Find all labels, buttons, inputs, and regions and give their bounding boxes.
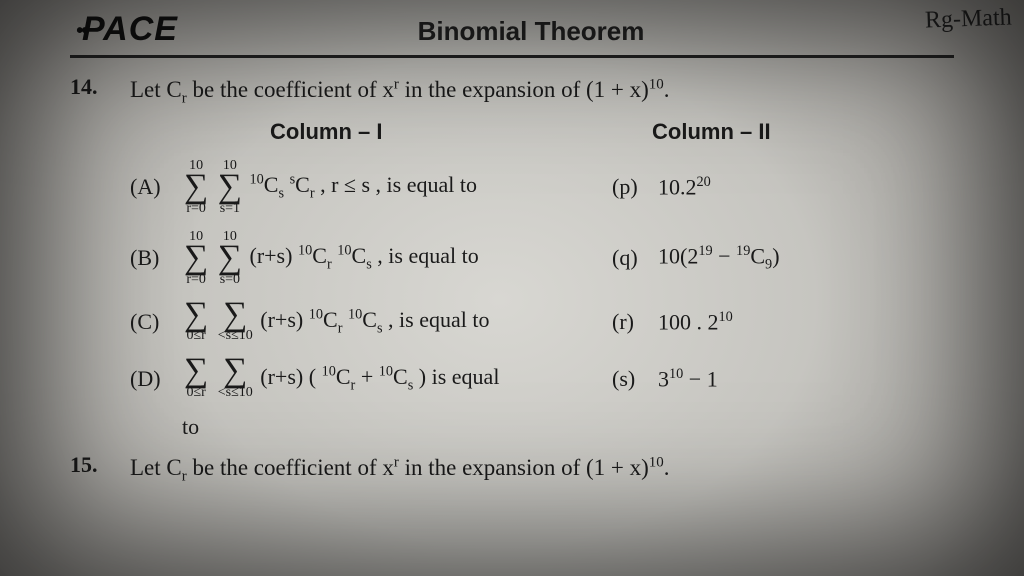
option-p-label: (p) xyxy=(612,174,658,200)
q14-mid1: be the coefficient of x xyxy=(187,77,394,102)
sigma-icon: ∑<s≤10 xyxy=(218,357,253,400)
logo: •• PACE xyxy=(70,10,178,49)
option-q-value: 10(219 − 19C9) xyxy=(658,243,938,274)
sigma-icon: 10∑s=1 xyxy=(218,159,242,216)
option-D-tail: to xyxy=(182,414,612,440)
question-text: Let Cr be the coefficient of xr in the e… xyxy=(130,74,669,109)
question-number: 15. xyxy=(70,452,110,478)
sigma-icon: 10∑r=0 xyxy=(184,230,208,287)
match-columns: Column – I Column – II (A) 10∑r=0 10∑s=1… xyxy=(130,119,954,441)
option-A-label: (A) xyxy=(130,174,182,200)
q15-mid2: in the expansion of (1 + x) xyxy=(399,455,649,480)
option-D-label: (D) xyxy=(130,366,182,392)
header-row: •• PACE Binomial Theorem xyxy=(70,10,954,49)
q15-suf: . xyxy=(664,455,670,480)
option-p-value: 10.220 xyxy=(658,174,938,200)
option-s-label: (s) xyxy=(612,366,658,392)
option-q-label: (q) xyxy=(612,245,658,271)
q14-suf: . xyxy=(664,77,670,102)
option-r-value: 100 . 210 xyxy=(658,309,938,335)
page: Rg-Math •• PACE Binomial Theorem 14. Let… xyxy=(0,0,1024,576)
q15-pre: Let C xyxy=(130,455,182,480)
sigma-icon: 10∑r=0 xyxy=(184,159,208,216)
column-2-heading: Column – II xyxy=(612,119,938,145)
sigma-icon: ∑<s≤10 xyxy=(218,301,253,344)
q14-sup10: 10 xyxy=(649,76,664,92)
sigma-icon: 10∑s=0 xyxy=(218,230,242,287)
q14-mid2: in the expansion of (1 + x) xyxy=(399,77,649,102)
question-number: 14. xyxy=(70,74,110,100)
column-1-heading: Column – I xyxy=(130,119,612,145)
chapter-title: Binomial Theorem xyxy=(418,16,645,47)
option-D-body: (r+s) ( 10Cr + 10Cs ) is equal xyxy=(260,364,499,389)
header-rule xyxy=(70,55,954,58)
option-B-expression: 10∑r=0 10∑s=0 (r+s) 10Cr 10Cs , is equal… xyxy=(182,230,612,287)
option-C-body: (r+s) 10Cr 10Cs , is equal to xyxy=(260,307,489,332)
q14-pre: Let C xyxy=(130,77,182,102)
option-A-expression: 10∑r=0 10∑s=1 10Cs sCr , r ≤ s , is equa… xyxy=(182,159,612,216)
sigma-icon: ∑0≤r xyxy=(184,357,208,400)
question-14: 14. Let Cr be the coefficient of xr in t… xyxy=(70,74,954,109)
option-A-body: 10Cs sCr , r ≤ s , is equal to xyxy=(250,172,477,197)
q15-mid1: be the coefficient of x xyxy=(187,455,394,480)
option-C-expression: ∑0≤r ∑<s≤10 (r+s) 10Cr 10Cs , is equal t… xyxy=(182,301,612,344)
question-15: 15. Let Cr be the coefficient of xr in t… xyxy=(70,452,954,487)
question-text: Let Cr be the coefficient of xr in the e… xyxy=(130,452,669,487)
option-D-expression: ∑0≤r ∑<s≤10 (r+s) ( 10Cr + 10Cs ) is equ… xyxy=(182,357,612,400)
corner-brand: Rg-Math xyxy=(925,4,1013,34)
logo-text: PACE xyxy=(82,10,178,49)
option-B-label: (B) xyxy=(130,245,182,271)
option-B-body: (r+s) 10Cr 10Cs , is equal to xyxy=(250,243,479,268)
option-s-value: 310 − 1 xyxy=(658,366,938,392)
option-r-label: (r) xyxy=(612,309,658,335)
sigma-icon: ∑0≤r xyxy=(184,301,208,344)
q15-sup10: 10 xyxy=(649,455,664,471)
option-C-label: (C) xyxy=(130,309,182,335)
